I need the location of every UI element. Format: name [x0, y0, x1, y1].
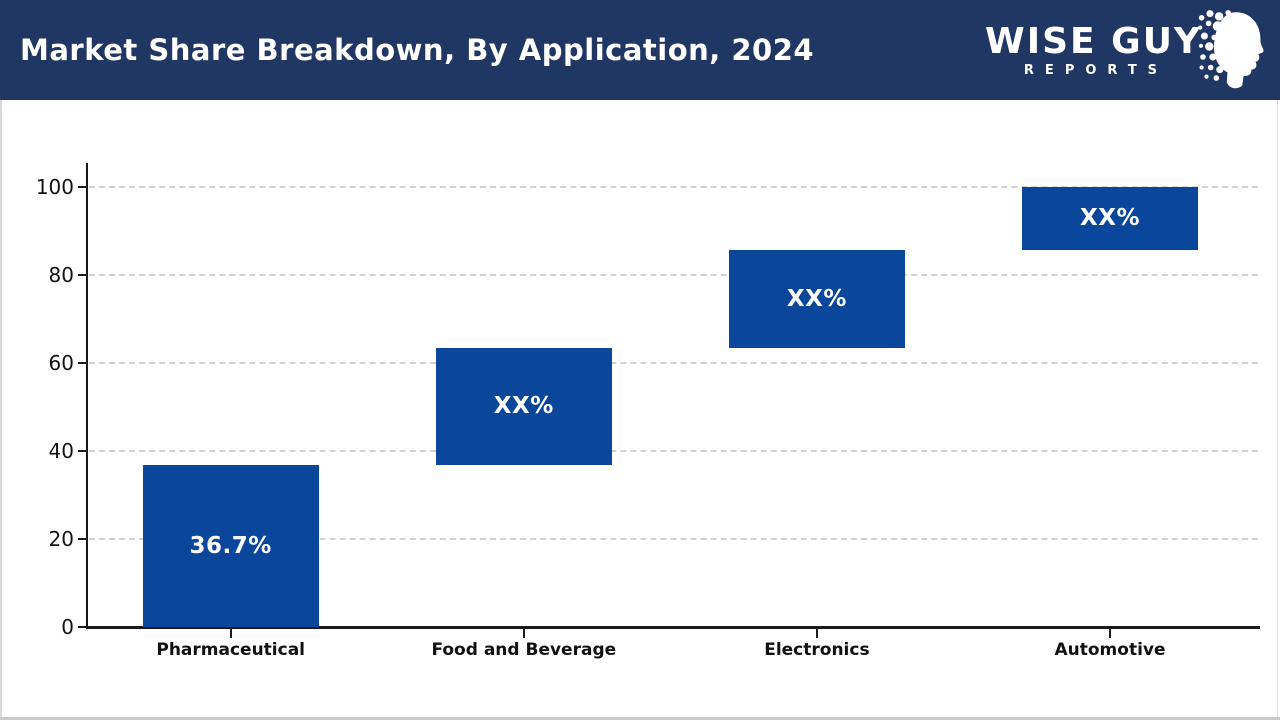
- y-tick-mark-40: [78, 449, 87, 452]
- bar-pharmaceutical: 36.7%: [142, 465, 319, 627]
- y-tick-label-0: 0: [61, 614, 74, 639]
- x-tick-mark-food-and-beverage: [522, 629, 525, 638]
- logo-face-icon: [1198, 10, 1264, 89]
- y-tick-mark-100: [78, 185, 87, 188]
- bar-label-automotive: XX%: [1079, 205, 1140, 232]
- gridline-100: [89, 185, 1258, 188]
- logo-text: WISE GUY REPORTS: [984, 20, 1202, 78]
- y-axis-line: [86, 163, 88, 628]
- x-tick-mark-pharmaceutical: [229, 629, 232, 638]
- x-axis-label-food-and-beverage: Food and Beverage: [431, 640, 617, 660]
- bar-automotive: XX%: [1022, 186, 1198, 250]
- gridline-60: [89, 361, 1258, 364]
- bar-label-food-and-beverage: XX%: [493, 393, 554, 420]
- x-axis-label-automotive: Automotive: [1054, 640, 1166, 660]
- y-tick-label-20: 20: [48, 526, 74, 551]
- bar-label-pharmaceutical: 36.7%: [189, 532, 272, 559]
- gridline-80: [89, 273, 1258, 276]
- bar-food-and-beverage: XX%: [435, 347, 612, 466]
- x-axis-label-pharmaceutical: Pharmaceutical: [156, 640, 306, 660]
- gridline-20: [89, 537, 1258, 540]
- x-tick-mark-electronics: [815, 629, 818, 638]
- y-tick-label-100: 100: [35, 174, 74, 199]
- wise-guy-reports-logo: WISE GUY REPORTS: [985, 7, 1280, 93]
- logo-wiseguy-text: WISE GUY: [984, 20, 1202, 62]
- chart-title: Market Share Breakdown, By Application, …: [20, 33, 815, 67]
- x-axis-label-electronics: Electronics: [764, 640, 870, 660]
- bar-electronics: XX%: [728, 249, 905, 348]
- y-tick-mark-20: [78, 537, 87, 540]
- y-tick-label-40: 40: [48, 438, 74, 463]
- y-tick-label-60: 60: [48, 350, 74, 375]
- y-tick-mark-60: [78, 361, 87, 364]
- bar-label-electronics: XX%: [786, 285, 847, 312]
- x-axis-line: [86, 626, 1260, 629]
- x-tick-mark-automotive: [1109, 629, 1111, 638]
- y-tick-mark-80: [78, 273, 87, 276]
- y-tick-mark-0: [78, 625, 87, 628]
- y-tick-label-80: 80: [48, 262, 74, 287]
- header-bar: Market Share Breakdown, By Application, …: [0, 0, 1280, 100]
- logo-reports-text: REPORTS: [1023, 62, 1169, 78]
- bottom-border: [0, 717, 1280, 720]
- gridline-40: [89, 449, 1258, 452]
